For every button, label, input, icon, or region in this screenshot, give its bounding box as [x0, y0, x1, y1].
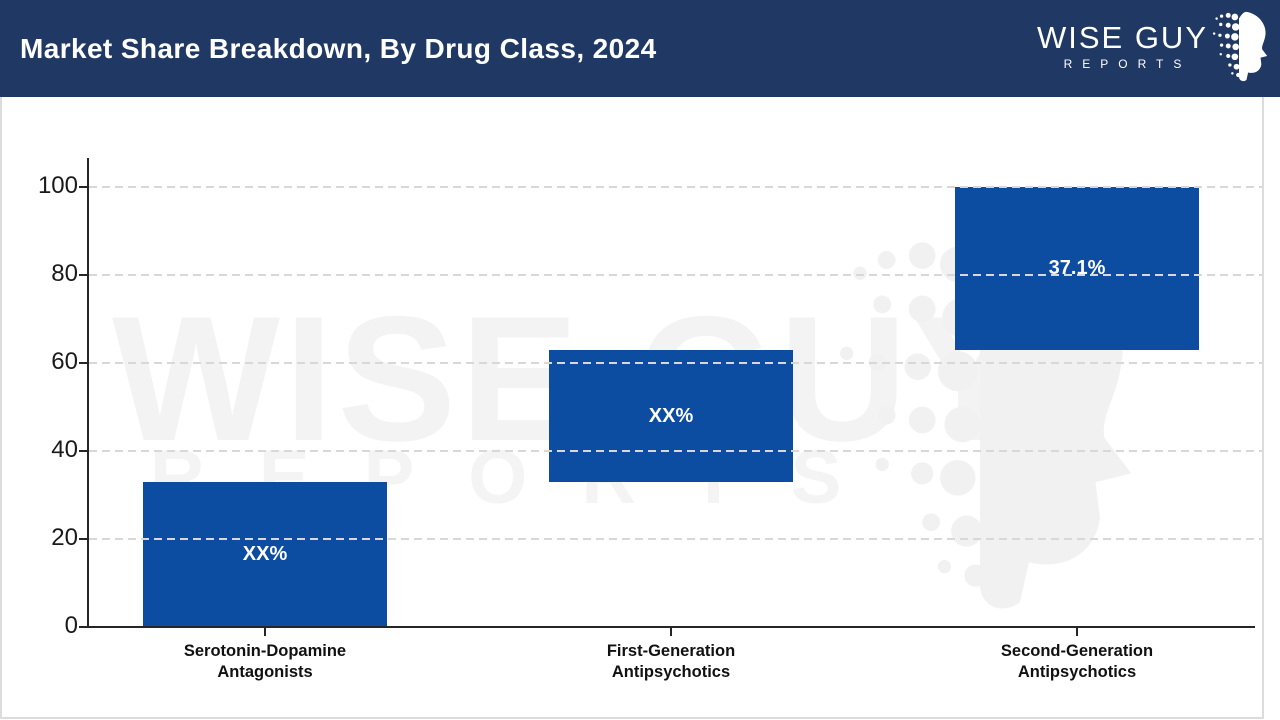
logo-face-dots-icon — [1212, 11, 1268, 82]
y-axis-tick-label: 60 — [51, 348, 78, 375]
y-axis-tick-label: 80 — [51, 260, 78, 287]
wise-guy-reports-logo: WISE GUY REPORTS — [1037, 6, 1268, 86]
y-axis-tick-mark — [79, 274, 87, 276]
category-label: Serotonin-Dopamine Antagonists — [183, 642, 347, 682]
y-axis-tick-mark — [79, 186, 87, 188]
y-axis-tick-label: 40 — [51, 436, 78, 463]
y-axis-tick-label: 100 — [37, 172, 78, 199]
category-label: Second-Generation Antipsychotics — [1000, 642, 1154, 682]
horizontal-gridline — [89, 186, 1262, 188]
market-share-bar: XX% — [549, 350, 793, 483]
y-axis-tick-label: 20 — [51, 524, 78, 551]
y-axis-tick-mark — [79, 450, 87, 452]
x-axis-tick-mark — [670, 628, 672, 636]
category-label: First-Generation Antipsychotics — [606, 642, 736, 682]
bar-value-label: XX% — [648, 404, 694, 427]
y-axis-tick-mark — [79, 626, 87, 628]
x-axis-tick-mark — [264, 628, 266, 636]
header-bar: Market Share Breakdown, By Drug Class, 2… — [0, 0, 1280, 97]
x-axis-line — [87, 626, 1255, 628]
logo-reports-text: REPORTS — [1063, 57, 1192, 72]
horizontal-gridline — [89, 274, 1262, 276]
market-share-bar: 37.1% — [955, 187, 1199, 351]
logo-wiseguy-text: WISE GUY — [1036, 19, 1208, 55]
bar-value-label: XX% — [242, 543, 288, 566]
horizontal-gridline — [89, 450, 1262, 452]
x-axis-tick-mark — [1076, 628, 1078, 636]
y-axis-tick-label: 0 — [64, 612, 78, 639]
horizontal-gridline — [89, 362, 1262, 364]
y-axis-line — [87, 158, 89, 628]
page-title: Market Share Breakdown, By Drug Class, 2… — [20, 32, 657, 64]
horizontal-gridline — [89, 538, 1262, 540]
y-axis-tick-mark — [79, 362, 87, 364]
y-axis-tick-mark — [79, 538, 87, 540]
bar-value-label: 37.1% — [1048, 257, 1106, 280]
market-share-bar: XX% — [143, 482, 387, 627]
